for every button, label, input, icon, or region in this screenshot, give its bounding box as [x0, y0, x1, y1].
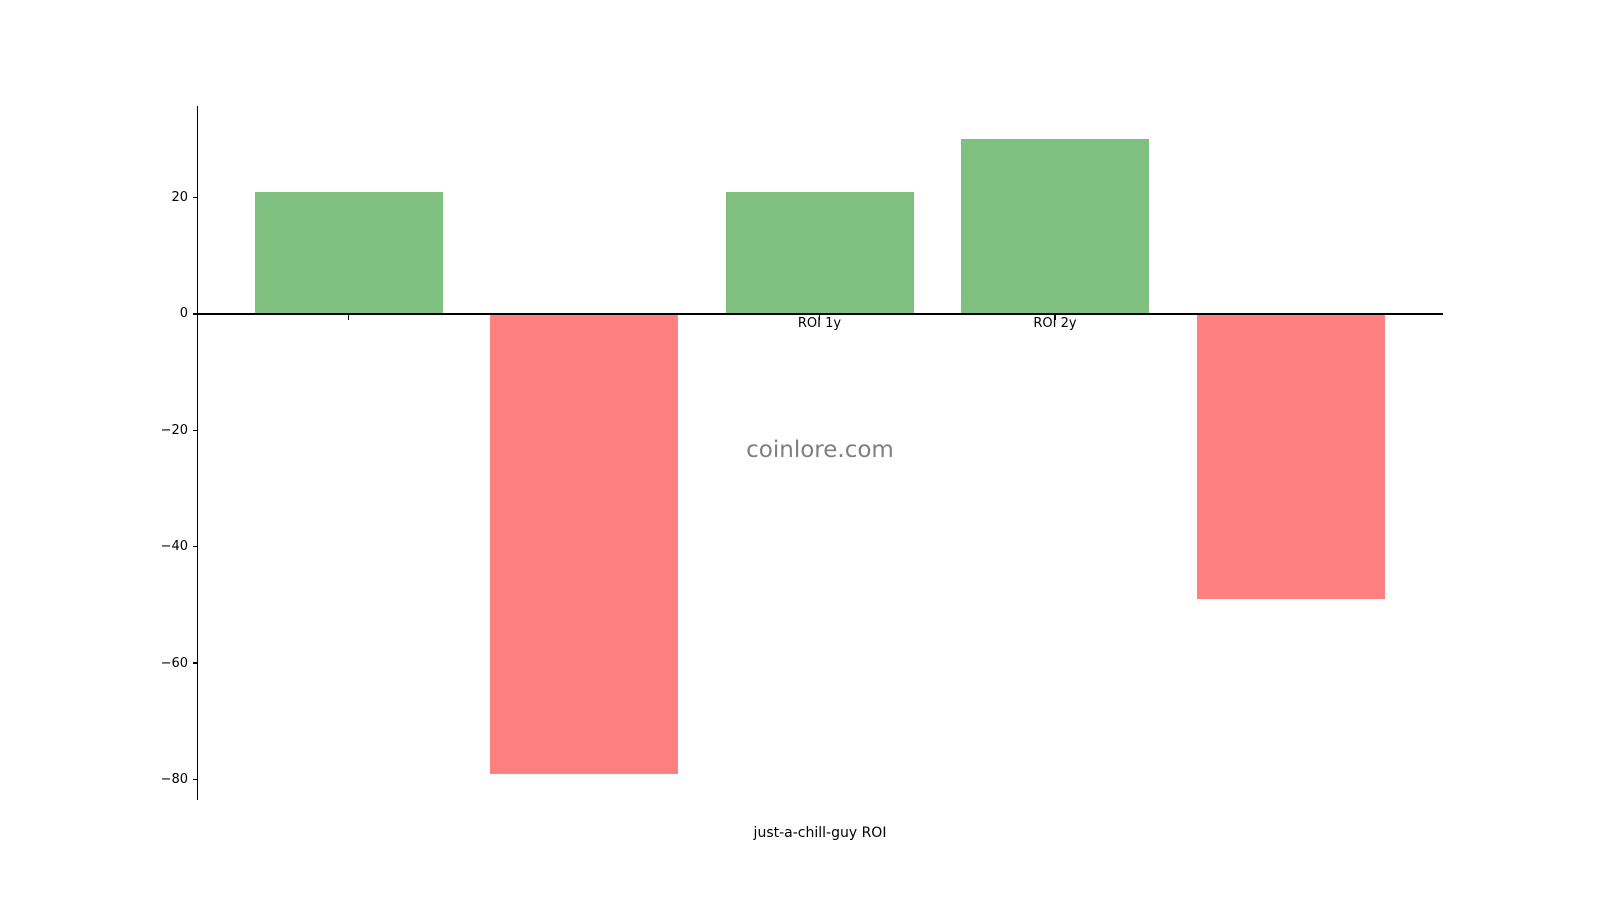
x-tick-mark: [818, 313, 821, 320]
y-tick-label: 0: [179, 306, 188, 322]
y-tick-label: −40: [160, 539, 188, 555]
zero-baseline: [198, 313, 1443, 315]
y-tick-label: −20: [160, 422, 188, 438]
y-tick-mark: [192, 662, 197, 664]
x-tick-label: ROI 1y: [797, 315, 842, 331]
bar-5: [1196, 313, 1385, 600]
y-tick-mark: [192, 545, 197, 548]
bar-2: [490, 313, 678, 774]
bar-3-roi-1y: [725, 191, 914, 314]
bar-1: [254, 191, 443, 314]
x-tick-label: ROI 2y: [1033, 315, 1077, 331]
watermark: coinlore.com: [746, 437, 894, 463]
bar-4-roi-2y: [961, 139, 1149, 314]
y-tick-mark: [192, 778, 197, 781]
y-tick-label: −80: [160, 772, 188, 788]
x-tick-mark: [1054, 313, 1056, 320]
y-tick-label: −60: [160, 655, 188, 671]
y-tick-mark: [192, 313, 197, 315]
x-axis-title: just-a-chill-guy ROI: [753, 825, 887, 841]
y-tick-mark: [192, 429, 197, 432]
y-tick-mark: [192, 196, 197, 199]
y-tick-label: 20: [171, 189, 188, 205]
y-axis-spine: [196, 106, 198, 800]
x-tick-mark: [347, 313, 350, 320]
